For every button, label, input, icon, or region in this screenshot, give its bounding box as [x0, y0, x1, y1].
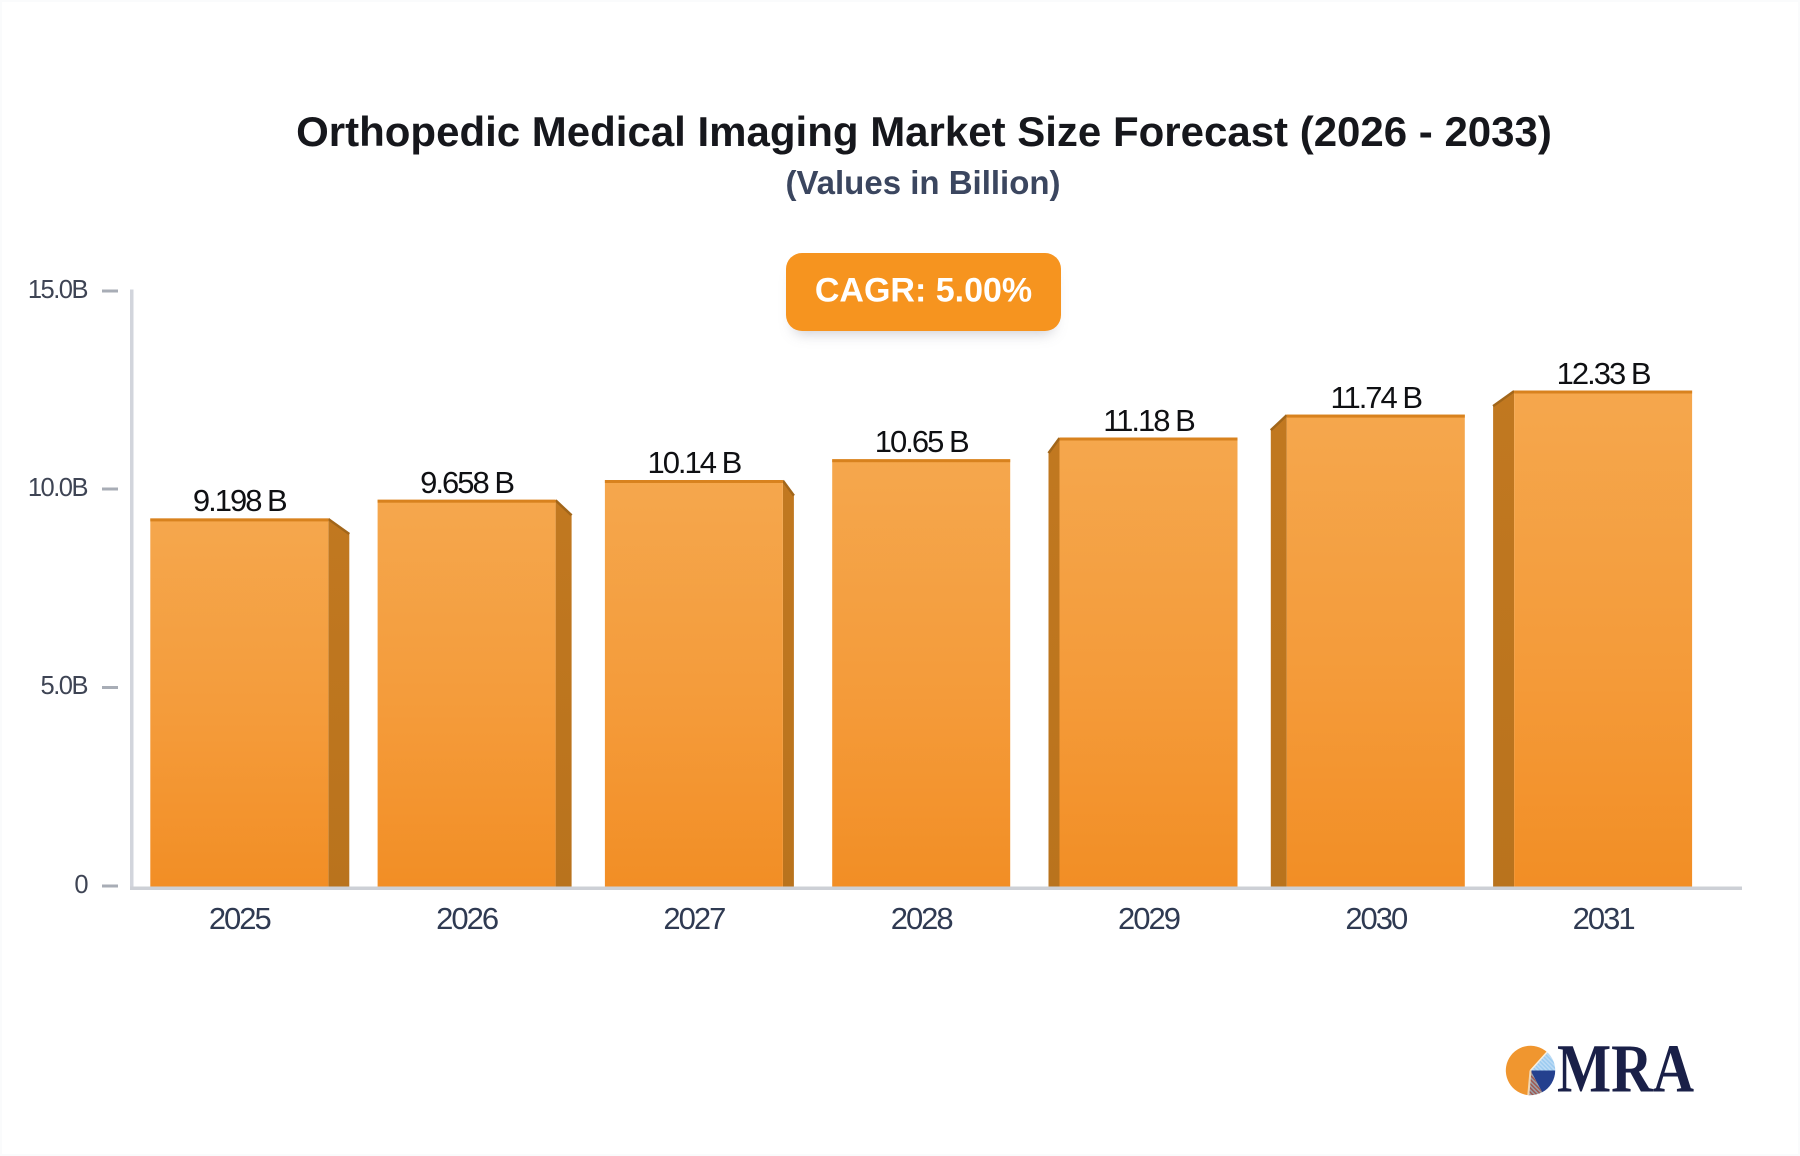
svg-text:MRA: MRA — [1557, 1031, 1694, 1107]
